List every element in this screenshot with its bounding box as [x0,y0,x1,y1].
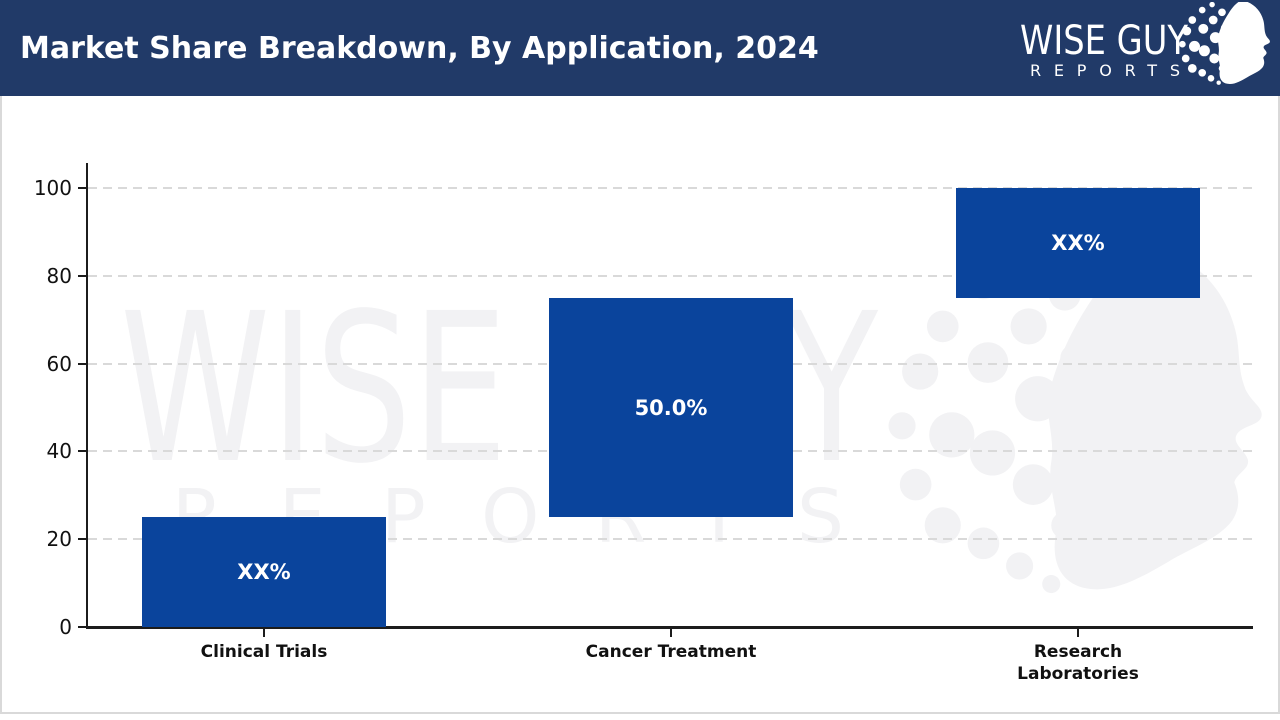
y-tick-label: 40 [46,439,72,463]
bar-research-laboratories: XX% [956,188,1200,298]
y-tick-label: 20 [46,527,72,551]
logo-wordmark-text: WISE GUY [1020,18,1188,64]
x-tick-label-cancer-treatment: Cancer Treatment [585,642,757,662]
gridline [88,187,1253,189]
y-tick-label: 80 [46,264,72,288]
x-tick [1077,629,1079,637]
y-axis-line [86,163,88,629]
x-tick [263,629,265,637]
bar-cancer-treatment: 50.0% [549,298,793,517]
brand-logo: WISE GUY REPORTS [1020,2,1270,85]
x-tick-label-clinical-trials: Clinical Trials [200,642,328,662]
bar-clinical-trials: XX% [142,517,386,627]
y-tick [78,626,86,628]
page-title: Market Share Breakdown, By Application, … [20,30,819,66]
y-tick-label: 0 [59,615,72,639]
bar-value-label: XX% [1051,231,1105,255]
header: Market Share Breakdown, By Application, … [0,0,1280,96]
x-tick [670,629,672,637]
x-tick-label-research-laboratories: Research Laboratories [1017,642,1139,685]
bar-value-label: 50.0% [634,395,708,420]
y-tick-label: 60 [46,352,72,376]
y-tick-label: 100 [33,176,72,200]
x-axis-line [86,626,1253,629]
gridline [88,275,1253,277]
y-tick [78,450,86,452]
gridline [88,538,1253,540]
y-tick [78,187,86,189]
y-tick [78,363,86,365]
y-tick [78,275,86,277]
bar-value-label: XX% [237,560,291,584]
y-tick [78,538,86,540]
